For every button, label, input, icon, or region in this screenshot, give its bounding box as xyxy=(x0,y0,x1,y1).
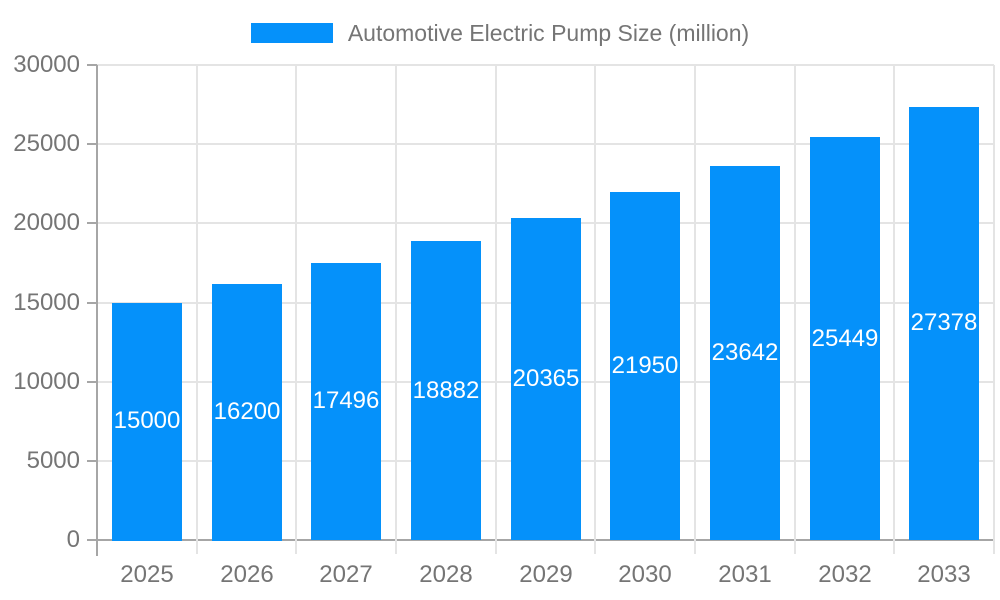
gridline-vertical xyxy=(993,65,995,554)
bar[interactable] xyxy=(610,192,680,540)
bar[interactable] xyxy=(411,241,481,540)
bar-value-label: 15000 xyxy=(113,407,181,434)
bar-value-label: 20365 xyxy=(512,365,580,392)
x-axis-tick-label: 2027 xyxy=(319,561,373,588)
bar-value-label: 16200 xyxy=(213,398,281,425)
x-axis-tick-label: 2033 xyxy=(917,561,971,588)
bar[interactable] xyxy=(311,263,381,540)
bar[interactable] xyxy=(909,107,979,540)
bar-value-label: 23642 xyxy=(711,339,779,366)
legend-label: Automotive Electric Pump Size (million) xyxy=(347,19,750,46)
x-axis-tick-label: 2026 xyxy=(220,561,274,588)
x-axis-tick-label: 2029 xyxy=(519,561,573,588)
y-axis-tick-label: 20000 xyxy=(13,209,80,236)
bar-value-label: 27378 xyxy=(910,309,978,336)
x-axis-tick-label: 2028 xyxy=(419,561,473,588)
legend-swatch xyxy=(250,23,333,43)
gridline-vertical xyxy=(395,65,397,554)
gridline-vertical xyxy=(594,65,596,554)
x-axis-baseline xyxy=(97,539,994,541)
y-axis-tick-label: 15000 xyxy=(13,289,80,316)
plot-area: 0 5000 10000 15000 20000 25000 30000 15000 2025 1… xyxy=(13,51,995,588)
y-axis-tick-label: 10000 xyxy=(13,368,80,395)
bar-value-label: 25449 xyxy=(811,325,879,352)
y-axis-tick-label: 25000 xyxy=(13,130,80,157)
x-axis-tick-label: 2030 xyxy=(618,561,672,588)
x-axis-tick-label: 2032 xyxy=(818,561,872,588)
bar[interactable] xyxy=(810,137,880,540)
y-axis-tick-label: 5000 xyxy=(26,447,80,474)
bar-value-label: 18882 xyxy=(412,377,480,404)
y-axis-tick xyxy=(87,302,97,304)
y-axis-tick-label: 30000 xyxy=(13,51,80,78)
y-axis-tick xyxy=(87,381,97,383)
y-axis-tick-label: 0 xyxy=(66,526,80,553)
bar[interactable] xyxy=(212,284,282,541)
gridline-vertical xyxy=(196,65,198,554)
gridline-vertical xyxy=(694,65,696,554)
gridline-horizontal xyxy=(97,64,994,66)
y-axis-line xyxy=(96,65,98,556)
bar[interactable] xyxy=(710,166,780,540)
bar[interactable] xyxy=(112,303,182,541)
y-axis-tick xyxy=(87,460,97,462)
y-axis-tick xyxy=(87,143,97,145)
bar-value-label: 21950 xyxy=(611,352,679,379)
bar[interactable] xyxy=(511,218,581,540)
x-axis-tick-label: 2031 xyxy=(718,561,772,588)
gridline-horizontal xyxy=(97,143,994,145)
x-axis-tick-label: 2025 xyxy=(120,561,174,588)
legend-item[interactable]: Automotive Electric Pump Size (million) xyxy=(0,16,1000,50)
y-axis-tick xyxy=(87,539,97,541)
gridline-vertical xyxy=(893,65,895,554)
bar-value-label: 17496 xyxy=(312,387,380,414)
y-axis-tick xyxy=(87,64,97,66)
gridline-vertical xyxy=(295,65,297,554)
y-axis-tick xyxy=(87,222,97,224)
gridline-vertical xyxy=(495,65,497,554)
gridline-vertical xyxy=(794,65,796,554)
